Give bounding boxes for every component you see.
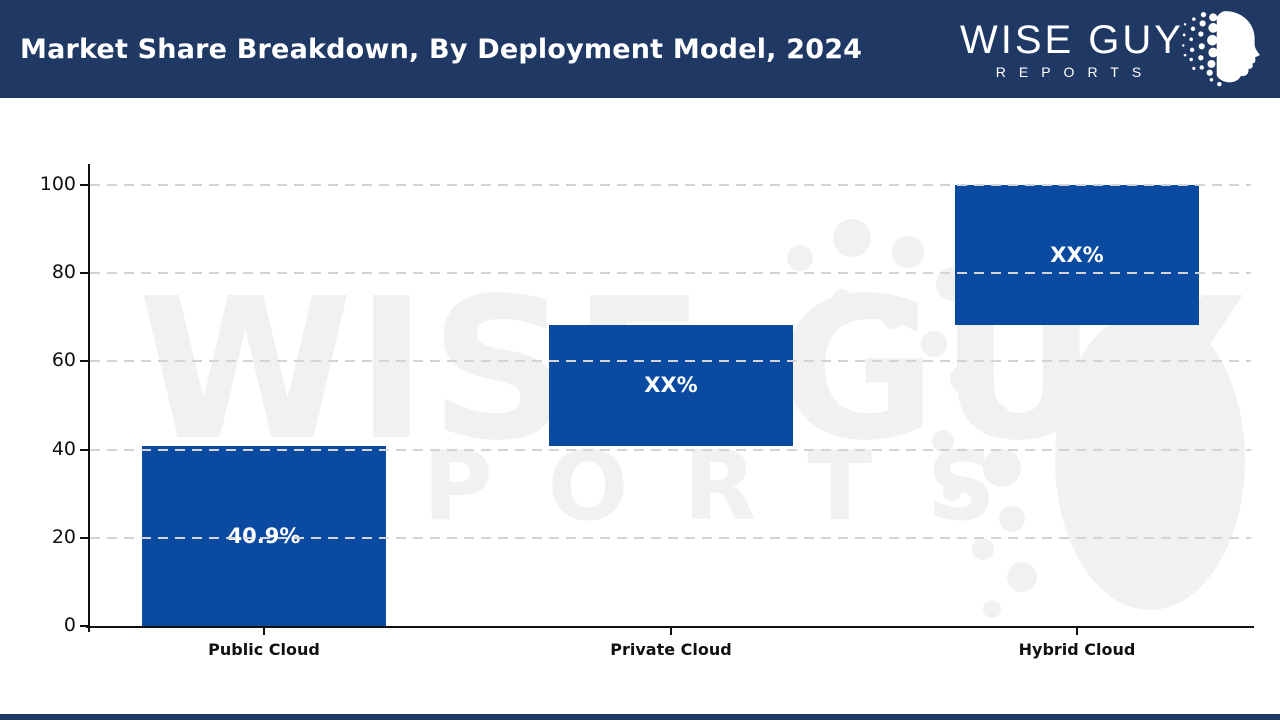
y-tick-label-60: 60: [51, 349, 76, 372]
wiseguy-head-icon: [1182, 11, 1260, 87]
gridline-80: [90, 272, 1251, 275]
bar-public-cloud: 40.9%: [142, 445, 386, 626]
y-tick-label-20: 20: [51, 525, 76, 548]
wiseguy-logo-text: WISE GUY REPORTS: [960, 20, 1184, 79]
y-tick-label-80: 80: [51, 261, 76, 284]
x-tick-mark-1: [263, 628, 265, 635]
gridline-60: [90, 360, 1251, 363]
x-axis: [86, 626, 1254, 628]
y-tick-label-40: 40: [51, 437, 76, 460]
y-tick-mark-40: [80, 448, 88, 451]
y-axis: [88, 164, 90, 632]
x-category-label: Public Cloud: [208, 640, 320, 659]
y-tick-label-100: 100: [39, 173, 76, 195]
logo-reports-label: REPORTS: [995, 63, 1155, 80]
y-tick-mark-100: [80, 184, 88, 186]
y-tick-mark-60: [80, 360, 88, 363]
footer-bar: [0, 714, 1280, 720]
bar-value-label: XX%: [1050, 243, 1104, 268]
y-tick-mark-20: [80, 536, 88, 539]
gridline-40: [90, 448, 1251, 451]
logo-wiseguy-label: WISE GUY: [959, 17, 1184, 62]
bar-value-label: 40.9%: [227, 523, 301, 548]
x-category-label: Hybrid Cloud: [1018, 640, 1136, 659]
y-tick-label-0: 0: [63, 614, 76, 636]
gridline-20: [90, 536, 1251, 539]
bar-value-label: XX%: [644, 373, 698, 398]
bar-private-cloud: XX%: [549, 325, 793, 446]
page-title: Market Share Breakdown, By Deployment Mo…: [20, 33, 863, 65]
bar-hybrid-cloud: XX%: [955, 185, 1199, 326]
y-tick-mark-0: [80, 625, 88, 627]
gridline-100: [90, 184, 1251, 186]
y-tick-mark-80: [80, 272, 88, 275]
x-category-label: Private Cloud: [610, 640, 732, 659]
x-tick-mark-3: [1076, 628, 1078, 635]
wiseguy-logo: WISE GUY REPORTS: [960, 6, 1280, 92]
header-band: Market Share Breakdown, By Deployment Mo…: [0, 0, 1280, 98]
x-tick-mark-2: [670, 628, 672, 635]
